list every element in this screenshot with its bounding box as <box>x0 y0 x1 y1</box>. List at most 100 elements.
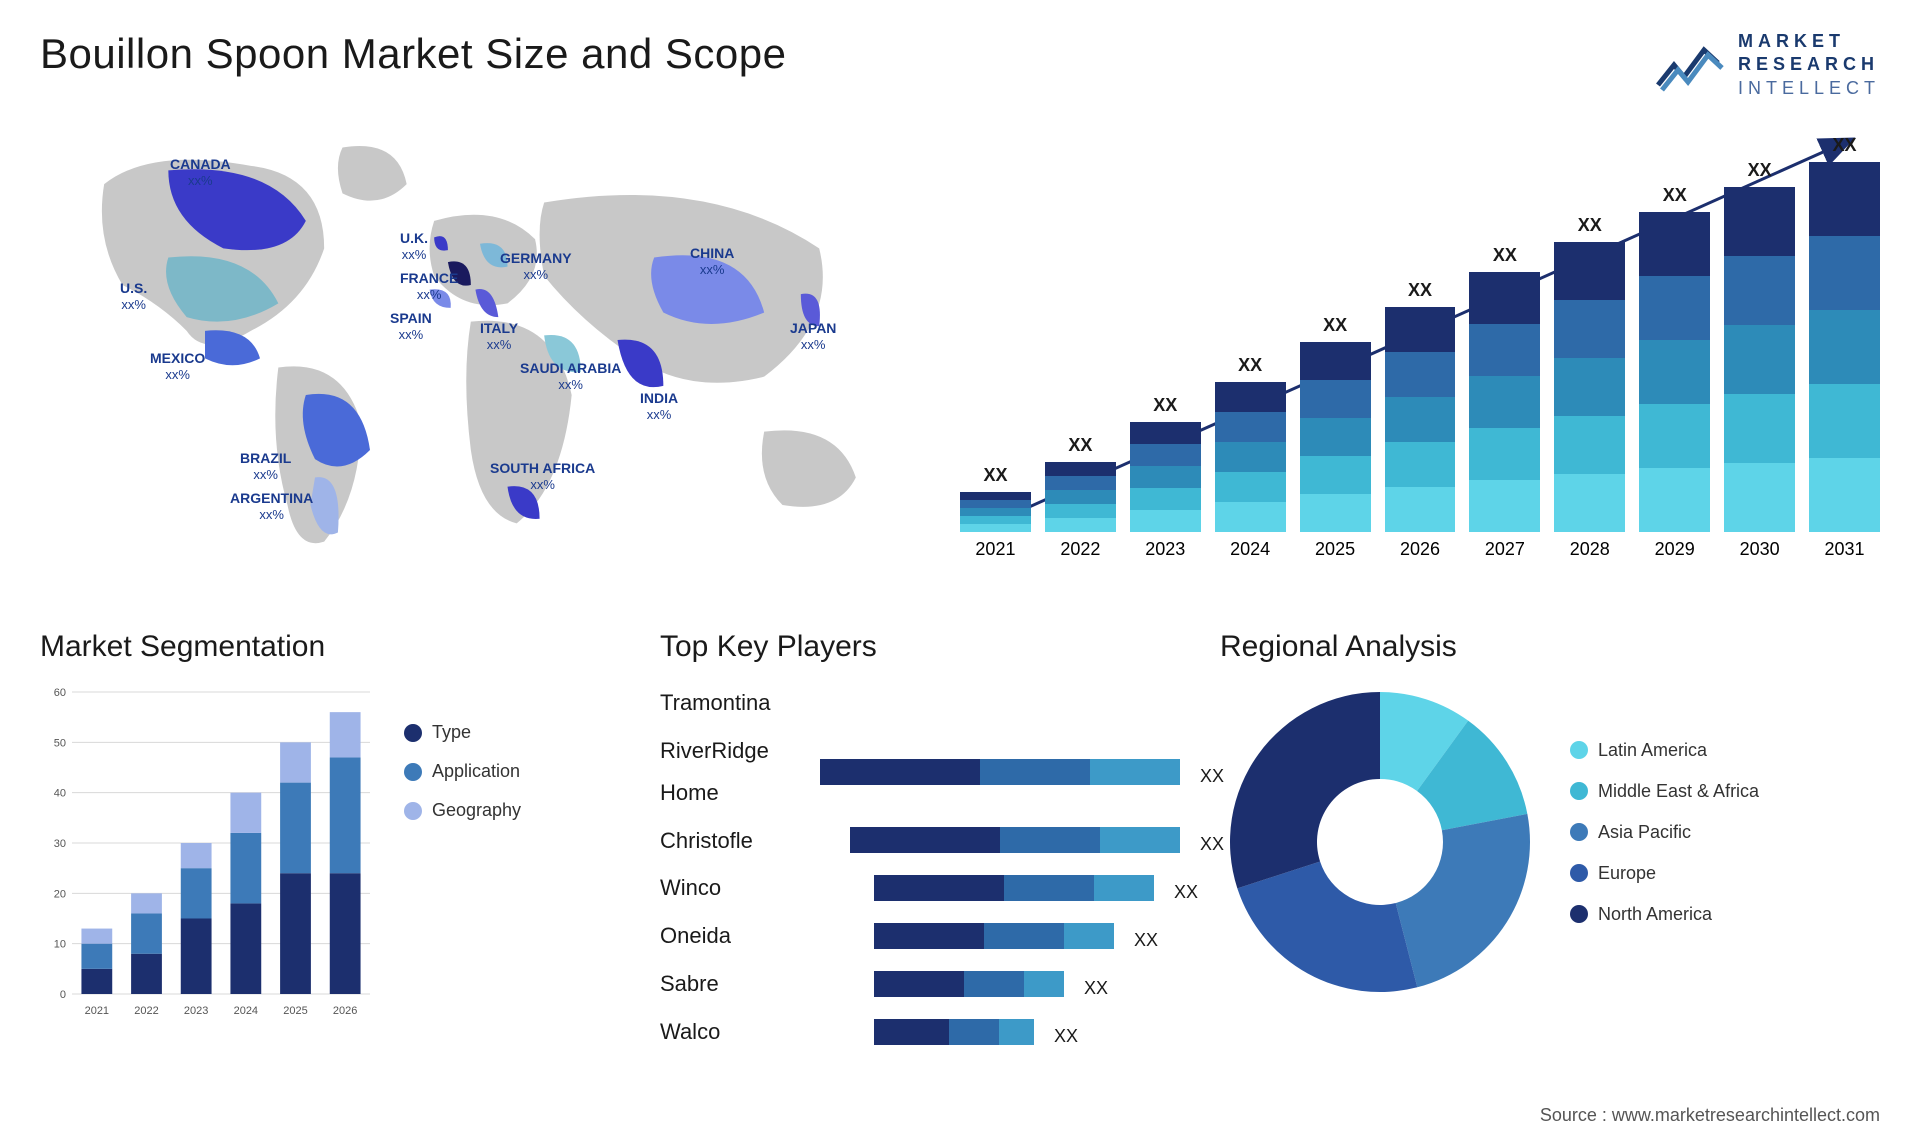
player-name: Sabre <box>660 963 860 1005</box>
growth-year-label: 2026 <box>1385 539 1456 560</box>
legend-item: Middle East & Africa <box>1570 781 1759 802</box>
regional-title: Regional Analysis <box>1220 630 1880 664</box>
svg-text:40: 40 <box>54 788 66 800</box>
player-row: Oneida XX <box>660 915 1180 957</box>
player-row: Tramontina <box>660 682 1180 724</box>
growth-bar-label: XX <box>1238 355 1262 376</box>
growth-year-label: 2023 <box>1130 539 1201 560</box>
growth-bar: XX <box>1215 355 1286 532</box>
top-row: CANADAxx% U.S.xx% MEXICOxx% BRAZILxx% ARGENT… <box>40 120 1880 600</box>
map-label: CHINAxx% <box>690 245 734 277</box>
player-name: Walco <box>660 1011 860 1053</box>
player-name: Tramontina <box>660 682 860 724</box>
donut-slice <box>1237 862 1417 993</box>
brand-logo: MARKET RESEARCH INTELLECT <box>1656 30 1880 100</box>
regional-donut <box>1220 682 1540 1002</box>
segmentation-title: Market Segmentation <box>40 630 620 664</box>
player-row: ChristofleXX <box>660 820 1180 862</box>
svg-text:2021: 2021 <box>85 1005 109 1017</box>
bottom-row: Market Segmentation 0 10 20 30 40 50 60 2021 202… <box>40 630 1880 1050</box>
player-row: RiverRidge HomeXX <box>660 730 1180 814</box>
growth-year-label: 2024 <box>1215 539 1286 560</box>
map-label: ARGENTINAxx% <box>230 490 313 522</box>
player-name: Oneida <box>660 915 860 957</box>
player-value: XX <box>1134 923 1158 957</box>
svg-text:10: 10 <box>54 939 66 951</box>
map-label: U.K.xx% <box>400 230 428 262</box>
legend-item: Geography <box>404 800 521 821</box>
growth-bar-label: XX <box>1748 160 1772 181</box>
svg-text:2024: 2024 <box>234 1005 258 1017</box>
map-label: BRAZILxx% <box>240 450 291 482</box>
svg-text:0: 0 <box>60 989 66 1001</box>
legend-item: Type <box>404 722 521 743</box>
growth-bar: XX <box>1554 215 1625 532</box>
legend-item: Application <box>404 761 521 782</box>
growth-bar: XX <box>1469 245 1540 532</box>
growth-bar: XX <box>1809 135 1880 532</box>
growth-bar: XX <box>1300 315 1371 532</box>
map-label: SOUTH AFRICAxx% <box>490 460 595 492</box>
map-label: GERMANYxx% <box>500 250 572 282</box>
legend-item: North America <box>1570 904 1759 925</box>
player-row: WincoXX <box>660 867 1180 909</box>
legend-item: Europe <box>1570 863 1759 884</box>
svg-text:50: 50 <box>54 738 66 750</box>
segmentation-chart: 0102030405060202120222023202420252026 <box>40 682 380 1022</box>
svg-text:30: 30 <box>54 838 66 850</box>
players-panel: Top Key Players TramontinaRiverRidge Hom… <box>660 630 1180 1050</box>
player-name: Christofle <box>660 820 836 862</box>
map-label: FRANCExx% <box>400 270 458 302</box>
segmentation-legend: Type Application Geography <box>404 682 521 1022</box>
growth-bar: XX <box>1639 185 1710 532</box>
growth-bar: XX <box>960 465 1031 532</box>
growth-year-label: 2022 <box>1045 539 1116 560</box>
growth-bar-label: XX <box>1833 135 1857 156</box>
map-label: INDIAxx% <box>640 390 678 422</box>
player-value: XX <box>1200 827 1224 861</box>
logo-icon <box>1656 35 1726 95</box>
player-name: Winco <box>660 867 860 909</box>
players-list: TramontinaRiverRidge HomeXXChristofleXXW… <box>660 682 1180 1052</box>
svg-text:2023: 2023 <box>184 1005 208 1017</box>
growth-bar-label: XX <box>1408 280 1432 301</box>
growth-year-label: 2027 <box>1469 539 1540 560</box>
growth-year-label: 2025 <box>1300 539 1371 560</box>
map-label: CANADAxx% <box>170 156 231 188</box>
svg-text:60: 60 <box>54 687 66 699</box>
legend-item: Latin America <box>1570 740 1759 761</box>
donut-slice <box>1230 692 1380 888</box>
growth-bar-label: XX <box>1068 435 1092 456</box>
header: Bouillon Spoon Market Size and Scope MAR… <box>40 30 1880 100</box>
page-title: Bouillon Spoon Market Size and Scope <box>40 30 786 78</box>
player-value: XX <box>1200 759 1224 793</box>
growth-bar: XX <box>1385 280 1456 532</box>
player-value: XX <box>1174 875 1198 909</box>
growth-bar: XX <box>1724 160 1795 532</box>
map-label: SPAINxx% <box>390 310 432 342</box>
growth-bar-label: XX <box>983 465 1007 486</box>
regional-panel: Regional Analysis Latin America Middle Ea… <box>1220 630 1880 1050</box>
growth-year-label: 2031 <box>1809 539 1880 560</box>
svg-text:2026: 2026 <box>333 1005 357 1017</box>
growth-bar-label: XX <box>1323 315 1347 336</box>
growth-bar: XX <box>1130 395 1201 532</box>
map-mexico <box>205 330 260 365</box>
map-label: MEXICOxx% <box>150 350 205 382</box>
logo-text: MARKET RESEARCH INTELLECT <box>1738 30 1880 100</box>
growth-bar-label: XX <box>1578 215 1602 236</box>
growth-year-label: 2028 <box>1554 539 1625 560</box>
growth-year-label: 2029 <box>1639 539 1710 560</box>
growth-chart-panel: XXXXXXXXXXXXXXXXXXXXXX 20212022202320242… <box>960 120 1880 600</box>
player-row: WalcoXX <box>660 1011 1180 1053</box>
growth-bar-label: XX <box>1493 245 1517 266</box>
svg-text:20: 20 <box>54 889 66 901</box>
segmentation-panel: Market Segmentation 0 10 20 30 40 50 60 2021 202… <box>40 630 620 1050</box>
growth-bar-label: XX <box>1153 395 1177 416</box>
map-label: U.S.xx% <box>120 280 147 312</box>
donut-slice <box>1396 814 1530 987</box>
growth-chart: XXXXXXXXXXXXXXXXXXXXXX 20212022202320242… <box>960 120 1880 560</box>
growth-year-label: 2030 <box>1724 539 1795 560</box>
regional-legend: Latin AmericaMiddle East & AfricaAsia Pa… <box>1570 740 1759 945</box>
player-value: XX <box>1084 971 1108 1005</box>
